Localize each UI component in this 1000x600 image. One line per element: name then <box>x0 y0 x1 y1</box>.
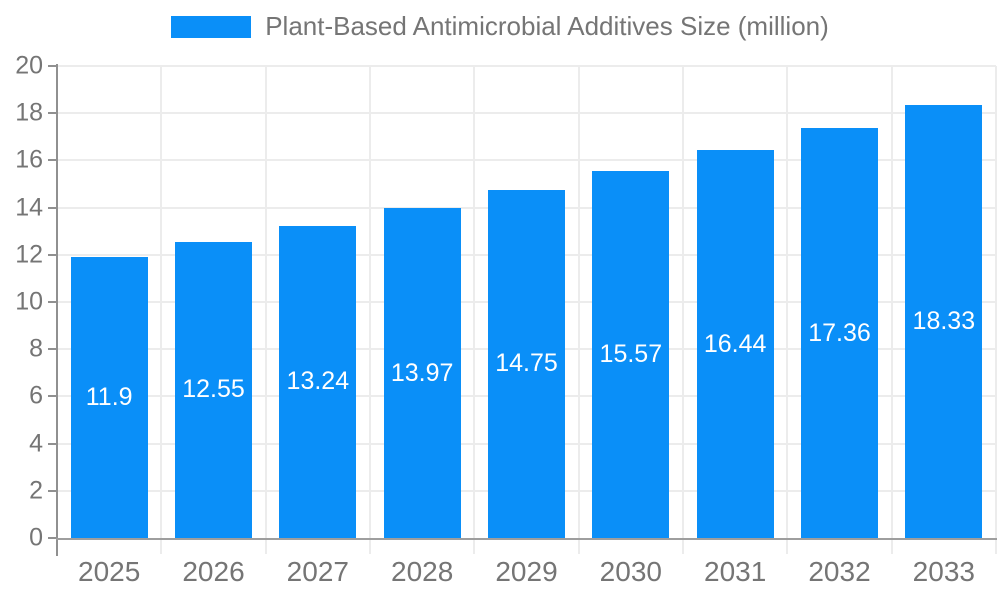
gridline-vertical <box>995 66 997 554</box>
bar[interactable]: 13.97 <box>383 208 461 538</box>
gridline-vertical <box>473 66 476 554</box>
bar[interactable]: 18.33 <box>905 105 983 538</box>
bar[interactable]: 14.75 <box>488 189 565 538</box>
y-axis-line <box>56 64 58 556</box>
bar[interactable]: 15.57 <box>592 170 670 538</box>
y-axis-tick <box>48 395 56 398</box>
bar[interactable]: 17.36 <box>801 128 878 538</box>
gridline-vertical <box>160 66 163 554</box>
bar-value-label: 18.33 <box>912 307 976 336</box>
x-axis-label: 2033 <box>912 556 975 587</box>
gridline-vertical <box>264 66 267 554</box>
gridline-vertical <box>890 66 893 554</box>
bar-value-label: 14.75 <box>495 349 558 378</box>
gridline-vertical <box>577 66 580 554</box>
legend-item[interactable]: Plant-Based Antimicrobial Additives Size… <box>0 11 1000 42</box>
bar[interactable]: 13.24 <box>279 225 357 538</box>
y-axis-tick <box>48 159 56 162</box>
gridline-vertical <box>682 66 684 554</box>
legend-swatch <box>171 15 252 38</box>
y-axis-tick <box>48 537 56 539</box>
y-axis-tick <box>48 253 56 256</box>
gridline-vertical <box>786 66 789 554</box>
x-axis-label: 2027 <box>286 556 349 587</box>
y-axis-label: 10 <box>15 287 43 316</box>
y-axis-label: 4 <box>29 429 43 458</box>
y-axis-tick <box>48 442 56 445</box>
y-axis-tick <box>48 206 56 209</box>
bar-value-label: 16.44 <box>703 329 767 358</box>
y-axis-label: 16 <box>15 145 43 174</box>
y-axis-label: 8 <box>29 334 43 363</box>
gridline-vertical <box>369 66 371 554</box>
y-axis-tick <box>48 301 56 303</box>
y-axis-tick <box>48 489 56 492</box>
y-axis-label: 12 <box>15 240 43 269</box>
x-axis-label: 2028 <box>391 556 454 587</box>
bar-value-label: 13.24 <box>286 367 350 396</box>
y-axis-label: 2 <box>29 476 43 505</box>
bar[interactable]: 12.55 <box>175 241 252 538</box>
bar[interactable]: 11.9 <box>70 257 148 538</box>
bar-value-label: 12.55 <box>182 375 245 404</box>
y-axis-label: 0 <box>29 523 43 552</box>
bar-value-label: 17.36 <box>808 318 871 347</box>
gridline-horizontal <box>57 159 996 162</box>
y-axis-tick <box>48 65 56 67</box>
bar-value-label: 15.57 <box>599 339 663 368</box>
x-axis-label: 2030 <box>599 556 662 587</box>
bar[interactable]: 16.44 <box>696 150 774 538</box>
legend-label: Plant-Based Antimicrobial Additives Size… <box>265 11 829 41</box>
x-axis-label: 2032 <box>808 556 871 587</box>
x-axis-label: 2025 <box>78 556 141 587</box>
y-axis-label: 6 <box>29 381 43 410</box>
x-axis-line <box>56 538 997 540</box>
gridline-horizontal <box>57 65 996 67</box>
y-axis-label: 20 <box>15 51 43 80</box>
y-axis-tick <box>48 112 56 115</box>
y-axis-label: 14 <box>15 193 43 222</box>
y-axis-tick <box>48 348 56 351</box>
x-axis-label: 2026 <box>182 556 245 587</box>
x-axis-label: 2031 <box>704 556 767 587</box>
gridline-horizontal <box>57 112 996 115</box>
bar-value-label: 11.9 <box>85 383 133 412</box>
y-axis-label: 18 <box>15 98 43 127</box>
bar-value-label: 13.97 <box>390 358 454 387</box>
x-axis-label: 2029 <box>495 556 558 587</box>
